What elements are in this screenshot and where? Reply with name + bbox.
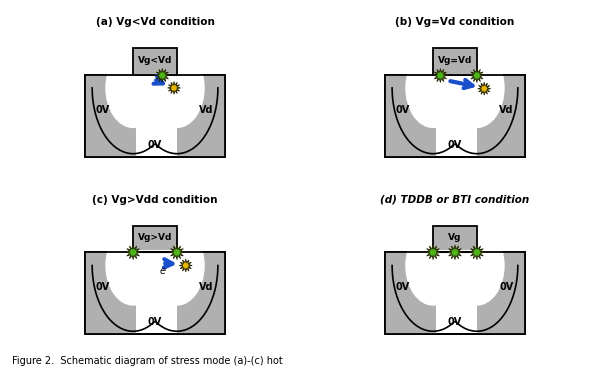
Ellipse shape <box>449 48 504 128</box>
Bar <box>477 252 525 334</box>
Bar <box>177 252 225 334</box>
Title: (c) Vg>Vdd condition: (c) Vg>Vdd condition <box>92 195 218 205</box>
Bar <box>477 75 525 157</box>
Text: Vd: Vd <box>199 282 214 293</box>
Bar <box>133 75 177 88</box>
Bar <box>133 226 177 252</box>
Polygon shape <box>426 245 440 260</box>
Polygon shape <box>168 81 181 94</box>
Bar <box>85 252 225 334</box>
Text: Vg: Vg <box>448 233 462 242</box>
Bar <box>177 75 225 157</box>
Bar <box>433 226 477 252</box>
Text: Vg<Vd: Vg<Vd <box>138 56 172 65</box>
Polygon shape <box>156 68 170 82</box>
Text: e: e <box>159 266 165 276</box>
Text: Vg>Vd: Vg>Vd <box>138 233 172 242</box>
Title: (b) Vg=Vd condition: (b) Vg=Vd condition <box>395 17 515 27</box>
Bar <box>85 75 136 157</box>
Polygon shape <box>470 245 484 260</box>
Polygon shape <box>478 82 490 95</box>
Bar <box>85 75 225 157</box>
Bar <box>85 252 225 334</box>
Text: 0V: 0V <box>148 318 162 328</box>
Text: 0V: 0V <box>95 282 110 293</box>
Polygon shape <box>126 245 140 260</box>
Text: Vg=Vd: Vg=Vd <box>438 56 472 65</box>
Text: 0V: 0V <box>395 105 409 115</box>
Bar <box>385 252 436 334</box>
Bar <box>433 75 477 88</box>
Polygon shape <box>170 245 184 260</box>
Text: 0V: 0V <box>448 140 462 150</box>
Title: (d) TDDB or BTI condition: (d) TDDB or BTI condition <box>381 195 529 205</box>
Polygon shape <box>433 68 447 82</box>
Ellipse shape <box>106 225 161 306</box>
Text: Vd: Vd <box>499 105 514 115</box>
Polygon shape <box>448 245 462 260</box>
Bar <box>385 252 525 334</box>
Ellipse shape <box>405 48 461 128</box>
Bar <box>133 49 177 75</box>
Bar <box>385 75 436 157</box>
Text: 0V: 0V <box>499 282 513 293</box>
Ellipse shape <box>449 225 504 306</box>
Polygon shape <box>470 68 484 82</box>
Ellipse shape <box>405 225 461 306</box>
Bar <box>433 49 477 75</box>
Bar <box>85 75 225 157</box>
Text: Vd: Vd <box>199 105 214 115</box>
Bar <box>433 252 477 265</box>
Bar <box>385 75 525 157</box>
Title: (a) Vg<Vd condition: (a) Vg<Vd condition <box>96 17 215 27</box>
Text: Figure 2.  Schematic diagram of stress mode (a)-(c) hot: Figure 2. Schematic diagram of stress mo… <box>12 356 283 366</box>
Bar <box>133 252 177 265</box>
Text: 0V: 0V <box>448 318 462 328</box>
Bar <box>385 252 525 334</box>
Polygon shape <box>179 259 192 272</box>
Text: 0V: 0V <box>148 140 162 150</box>
Text: 0V: 0V <box>395 282 409 293</box>
Ellipse shape <box>106 48 161 128</box>
Text: 0V: 0V <box>95 105 110 115</box>
Bar <box>85 252 136 334</box>
Ellipse shape <box>149 48 205 128</box>
Bar <box>385 75 525 157</box>
Ellipse shape <box>149 225 205 306</box>
